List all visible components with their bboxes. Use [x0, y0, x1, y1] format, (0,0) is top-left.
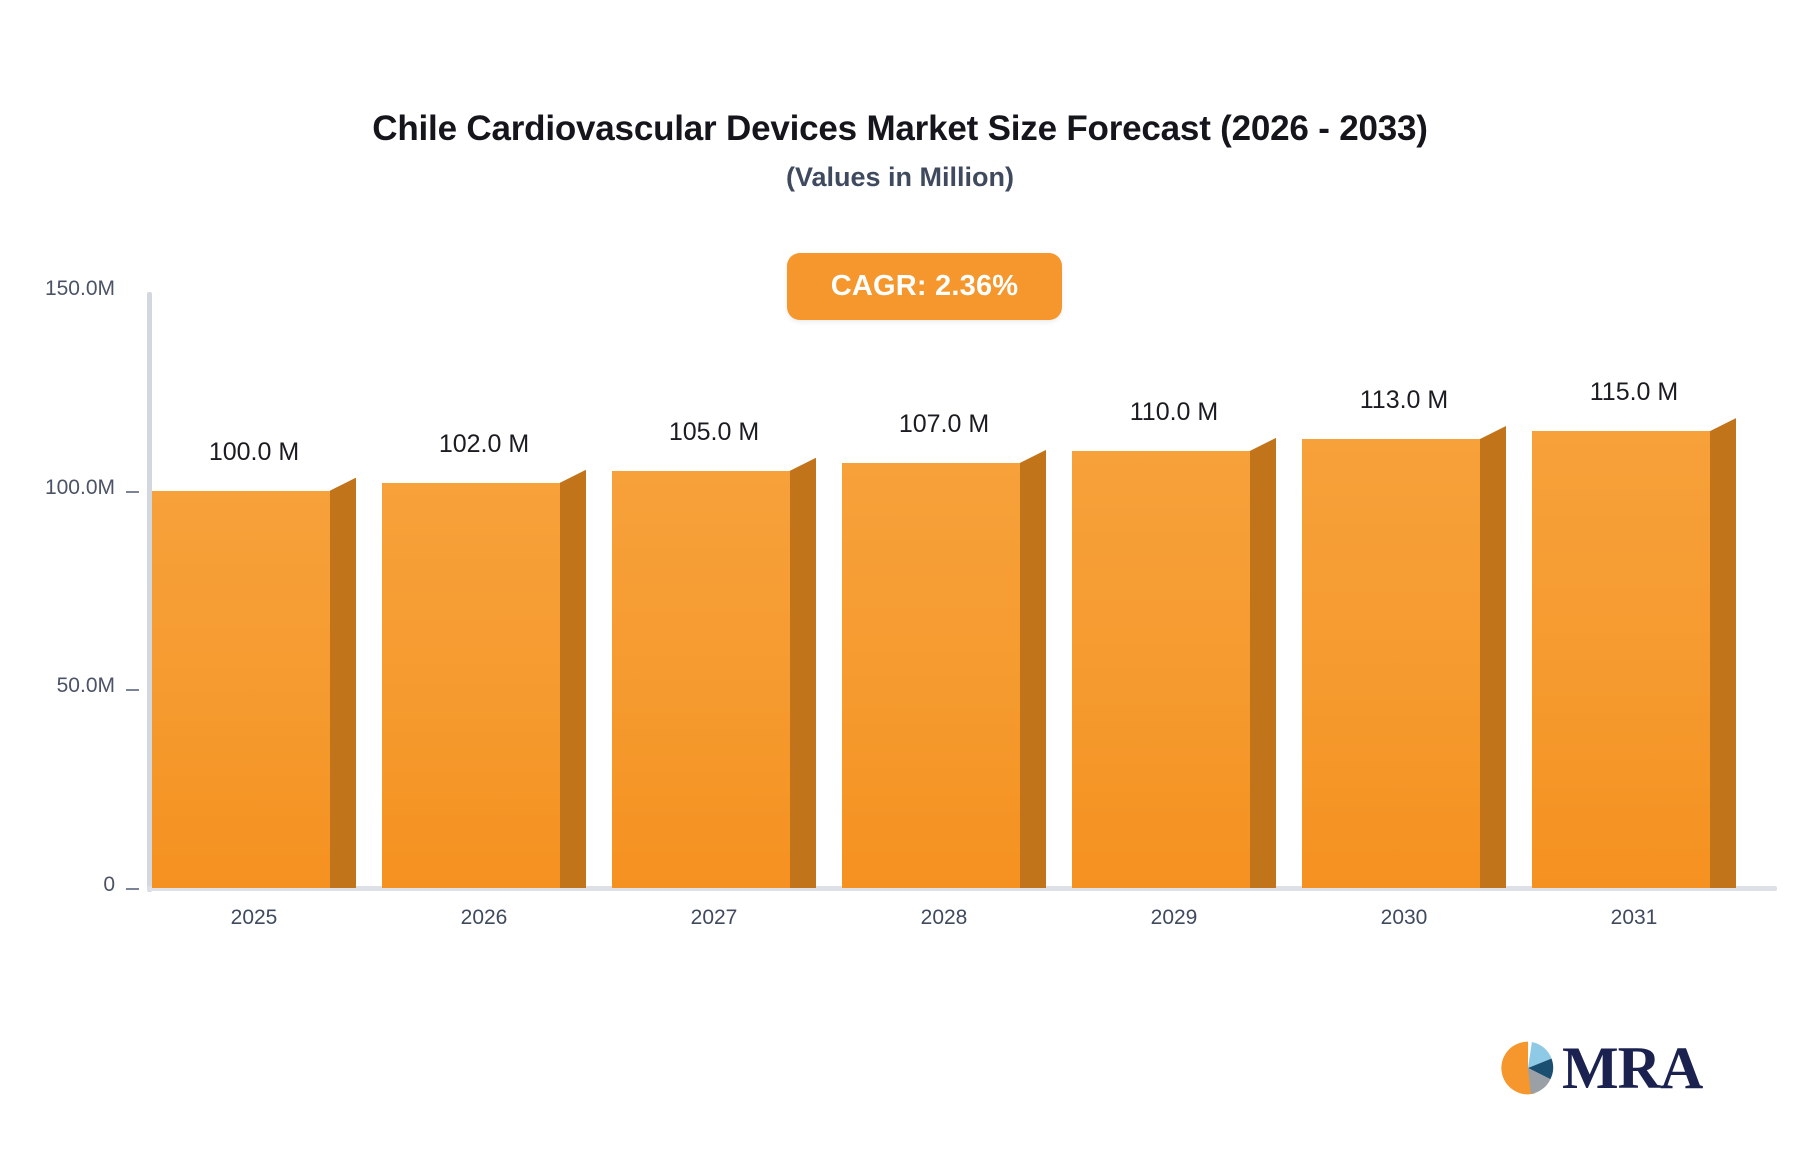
bar-side-3d — [1020, 449, 1046, 888]
bar-2028[interactable] — [842, 449, 1046, 888]
bar-face — [1302, 439, 1480, 888]
bar-side-3d — [330, 477, 356, 888]
y-axis-tick-label: 100.0M — [44, 475, 115, 499]
bar-face — [612, 470, 790, 888]
chart-header: Chile Cardiovascular Devices Market Size… — [0, 108, 1800, 194]
y-axis-tick-label: 50.0M — [56, 674, 115, 698]
y-axis-tick-mark — [126, 689, 139, 692]
y-axis-tick-label: 0 — [103, 873, 115, 896]
bar-2029[interactable] — [1072, 437, 1276, 888]
bar-side-3d — [1250, 437, 1276, 888]
cagr-badge-label: CAGR: 2.36% — [830, 270, 1019, 302]
y-axis-tick-mark — [126, 490, 139, 493]
chart-subtitle: (Values in Million) — [785, 162, 1015, 192]
x-axis-tick-label-2027: 2027 — [690, 906, 738, 929]
x-axis-tick-label-2026: 2026 — [460, 906, 508, 929]
cagr-badge: CAGR: 2.36% — [787, 253, 1062, 320]
bar-value-label: 102.0 M — [438, 429, 530, 458]
bar-side-3d — [560, 469, 586, 888]
bar-value-label: 105.0 M — [668, 417, 760, 446]
bar-face — [1072, 450, 1250, 888]
bar-side-3d — [1710, 418, 1736, 888]
brand-logo: MRA — [1500, 1035, 1703, 1101]
bar-face — [1532, 431, 1710, 888]
brand-logo-text: MRA — [1562, 1035, 1703, 1101]
bar-value-label: 110.0 M — [1129, 397, 1219, 426]
bar-2026[interactable] — [382, 469, 586, 888]
x-axis-tick-label-2025: 2025 — [230, 906, 278, 929]
bar-side-3d — [1480, 426, 1506, 888]
x-axis-tick-label-2029: 2029 — [1150, 906, 1198, 929]
y-axis-tick-mark — [126, 888, 139, 890]
bar-value-label: 100.0 M — [208, 437, 300, 466]
bar-value-label: 113.0 M — [1359, 386, 1449, 414]
bar-2025[interactable] — [152, 477, 356, 888]
bar-2027[interactable] — [612, 457, 816, 888]
bar-face — [152, 490, 330, 888]
bar-value-label: 107.0 M — [898, 409, 990, 438]
bar-side-3d — [790, 457, 816, 888]
bar-2030[interactable] — [1302, 426, 1506, 888]
y-axis-line — [147, 292, 152, 892]
bar-value-label: 115.0 M — [1589, 378, 1679, 407]
x-axis-tick-label-2030: 2030 — [1380, 906, 1428, 929]
bar-2031[interactable] — [1532, 418, 1736, 888]
x-axis-tick-label-2028: 2028 — [920, 906, 968, 929]
chart-title: Chile Cardiovascular Devices Market Size… — [372, 109, 1428, 148]
x-axis-tick-label-2031: 2031 — [1610, 906, 1658, 929]
bar-face — [842, 462, 1020, 888]
y-axis-tick-label: 150.0M — [44, 277, 115, 300]
pie-chart-icon — [1501, 1041, 1554, 1095]
bar-face — [382, 482, 560, 888]
x-axis-line — [147, 886, 1777, 891]
